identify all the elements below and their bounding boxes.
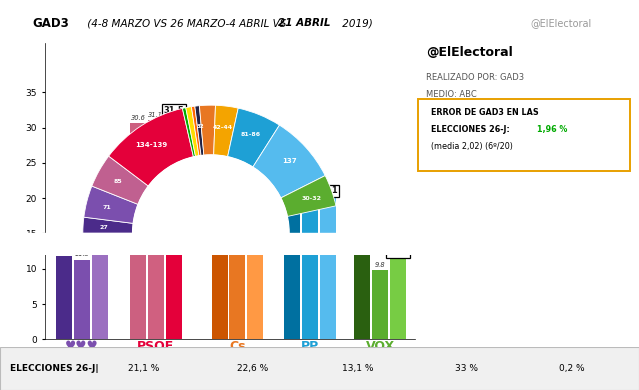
Text: 0,2 %: 0,2 %	[559, 364, 585, 373]
Text: 21 ABRIL: 21 ABRIL	[278, 18, 330, 28]
Text: MEDIO: ABC: MEDIO: ABC	[426, 90, 477, 99]
Bar	[229, 235, 245, 339]
Text: 20.9: 20.9	[302, 184, 317, 190]
Text: PSOE: PSOE	[137, 340, 174, 353]
Wedge shape	[192, 106, 201, 156]
Text: 13,1 %: 13,1 %	[342, 364, 374, 373]
Text: 30-32: 30-32	[302, 195, 321, 200]
Bar	[284, 183, 300, 339]
Bar	[56, 256, 72, 339]
Bar	[390, 259, 406, 339]
Wedge shape	[109, 108, 194, 186]
Bar	[73, 260, 90, 339]
Wedge shape	[92, 156, 148, 204]
Text: 85: 85	[113, 179, 122, 184]
Wedge shape	[182, 108, 196, 157]
Text: 11.3: 11.3	[74, 252, 89, 257]
Bar	[355, 254, 371, 339]
Wedge shape	[186, 107, 199, 156]
Text: 137: 137	[282, 158, 297, 164]
Bar	[148, 120, 164, 339]
Text: 9.8: 9.8	[375, 262, 385, 268]
Text: @ElElectoral: @ElElectoral	[426, 46, 513, 59]
Text: 21,1 %: 21,1 %	[128, 364, 160, 373]
Text: 134-139: 134-139	[135, 142, 167, 148]
Text: PP: PP	[300, 340, 319, 353]
Wedge shape	[213, 105, 238, 157]
Text: ELECCIONES 26-J|: ELECCIONES 26-J|	[10, 364, 98, 373]
Wedge shape	[195, 106, 204, 156]
Text: 22,6 %: 22,6 %	[237, 364, 268, 373]
Bar	[91, 254, 107, 339]
Text: 31.5: 31.5	[164, 106, 184, 115]
Bar	[372, 270, 388, 339]
Text: 42-44: 42-44	[213, 125, 233, 130]
Text: 13.9: 13.9	[245, 230, 266, 239]
Wedge shape	[227, 108, 279, 167]
Text: 14.8: 14.8	[230, 227, 245, 233]
Text: 20.1: 20.1	[317, 186, 338, 195]
Wedge shape	[84, 186, 138, 223]
Text: 32: 32	[197, 124, 204, 129]
Bar	[320, 197, 335, 339]
Circle shape	[133, 155, 289, 312]
Wedge shape	[199, 105, 215, 155]
Bar	[247, 241, 263, 339]
Text: 81-86: 81-86	[241, 132, 261, 137]
Text: GAD3: GAD3	[32, 17, 69, 30]
Text: 30.6: 30.6	[131, 115, 146, 121]
Text: 31.1: 31.1	[148, 112, 164, 118]
Bar	[212, 246, 227, 339]
Wedge shape	[281, 176, 336, 216]
Bar	[166, 117, 181, 339]
Text: (4-8 MARZO VS 26 MARZO-4 ABRIL VS: (4-8 MARZO VS 26 MARZO-4 ABRIL VS	[84, 18, 290, 28]
Wedge shape	[253, 125, 325, 198]
Text: 12.1: 12.1	[355, 246, 370, 252]
Text: REALIZADO POR: GAD3: REALIZADO POR: GAD3	[426, 73, 525, 82]
Text: 11.8: 11.8	[57, 248, 72, 254]
Text: 1,96 %: 1,96 %	[537, 125, 567, 134]
Text: 33 %: 33 %	[455, 364, 478, 373]
Text: ♥♥♥: ♥♥♥	[65, 340, 98, 353]
Wedge shape	[83, 217, 134, 233]
FancyBboxPatch shape	[417, 99, 631, 171]
Bar	[302, 192, 318, 339]
Text: @ElElectoral: @ElElectoral	[530, 18, 592, 28]
Text: ERROR DE GAD3 EN LAS: ERROR DE GAD3 EN LAS	[431, 108, 538, 117]
Text: 2019): 2019)	[339, 18, 373, 28]
Text: 13.2: 13.2	[212, 238, 227, 244]
Text: 12.1: 12.1	[89, 243, 110, 252]
Text: 27: 27	[100, 225, 109, 230]
Bar	[130, 123, 146, 339]
Text: Cs: Cs	[229, 340, 246, 353]
Text: 71: 71	[103, 205, 112, 210]
Text: (media 2,02) (6º/20): (media 2,02) (6º/20)	[431, 142, 512, 151]
Text: ELECCIONES 26-J:: ELECCIONES 26-J:	[431, 125, 512, 134]
Text: 22.1: 22.1	[284, 175, 299, 181]
Text: 11.4: 11.4	[387, 248, 408, 257]
Text: VOX: VOX	[366, 340, 395, 353]
Bar	[0, 233, 424, 260]
